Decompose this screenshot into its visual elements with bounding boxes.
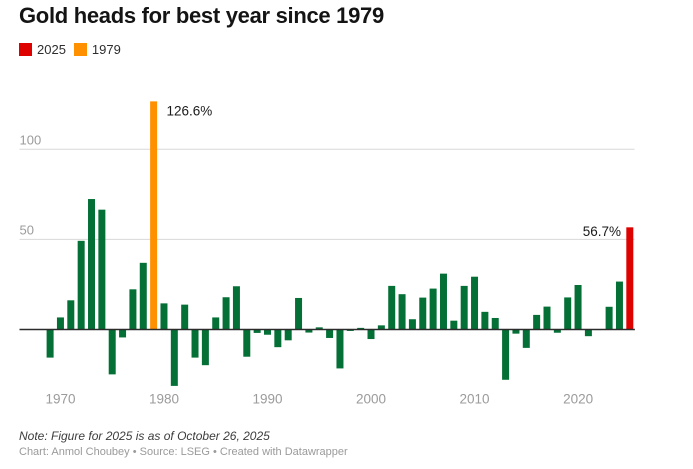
svg-text:2010: 2010 [459, 392, 489, 407]
svg-text:1990: 1990 [252, 392, 282, 407]
svg-text:2000: 2000 [356, 392, 386, 407]
svg-text:50: 50 [20, 223, 34, 238]
svg-text:56.7%: 56.7% [583, 224, 621, 239]
svg-text:1980: 1980 [149, 392, 179, 407]
svg-text:126.6%: 126.6% [167, 104, 213, 119]
svg-text:1970: 1970 [45, 392, 75, 407]
svg-text:2020: 2020 [563, 392, 593, 407]
svg-text:100: 100 [20, 133, 42, 148]
